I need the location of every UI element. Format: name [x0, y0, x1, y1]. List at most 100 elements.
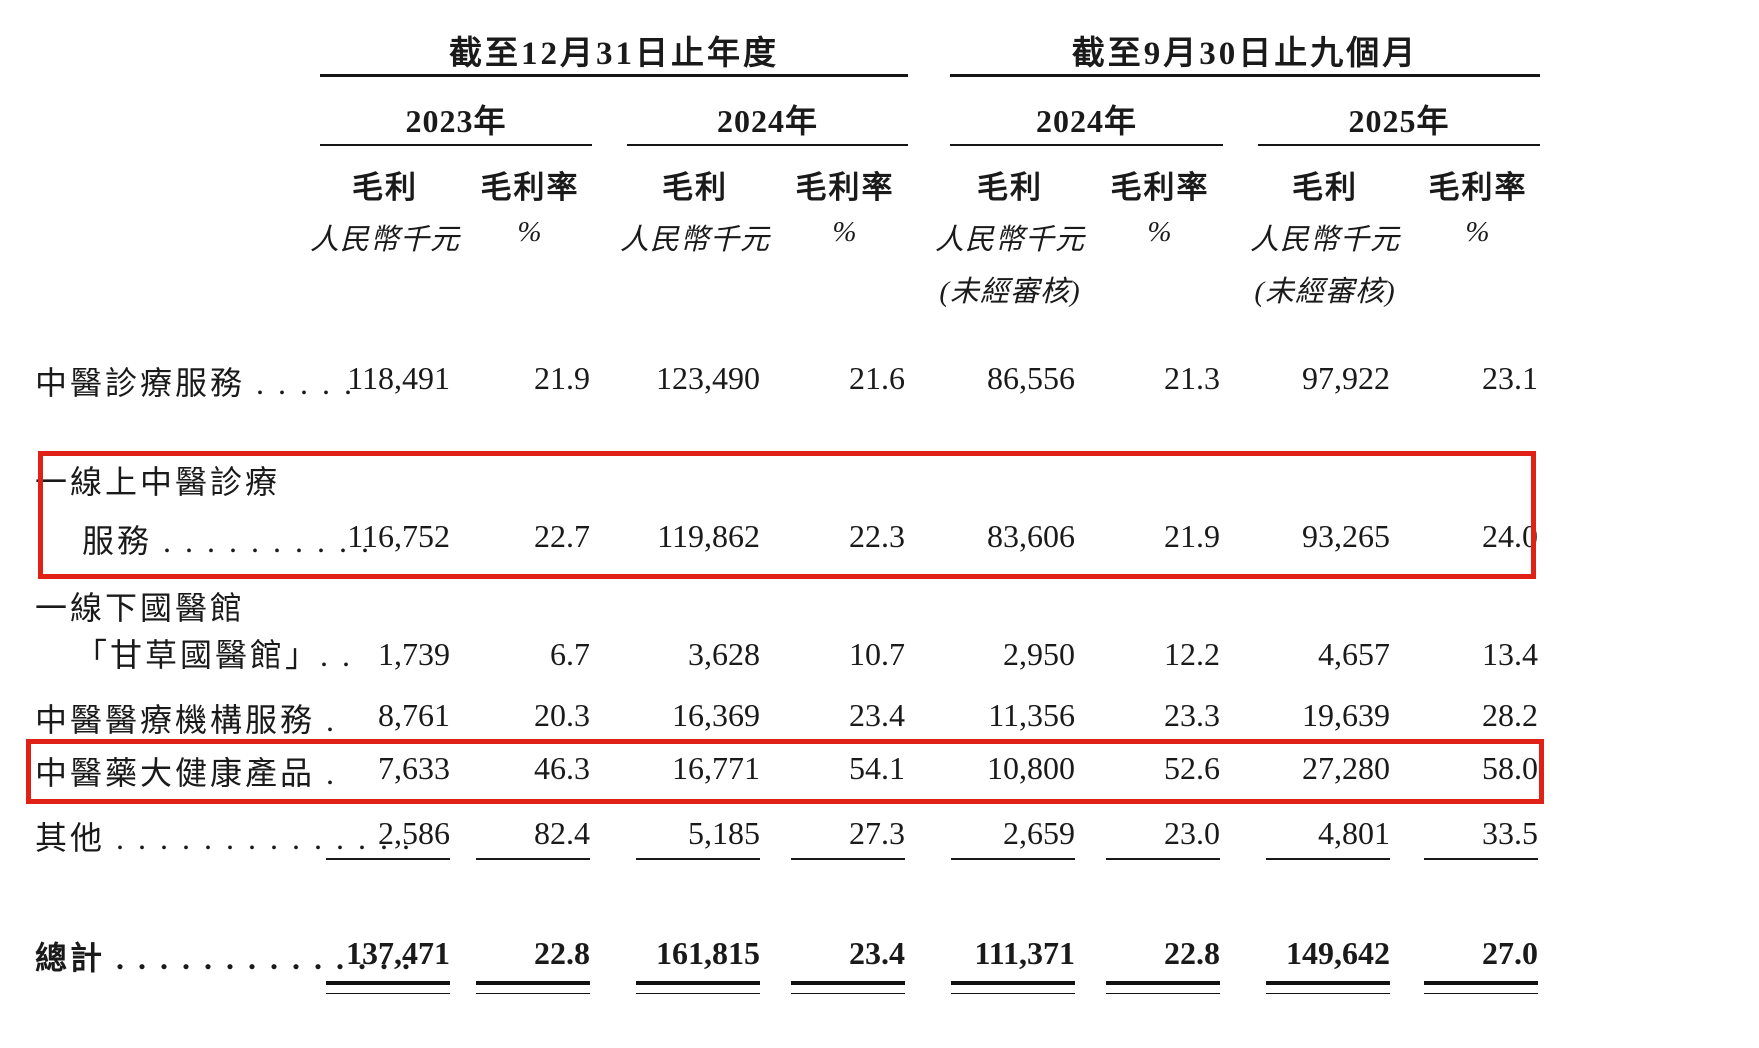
row-label-tcm-health-products: 中醫藥大健康產品 .: [35, 755, 338, 791]
total-double-rule: [1106, 993, 1220, 994]
cell-value: 19,639: [1302, 697, 1390, 733]
unit-label-rmb: 人民幣千元: [309, 224, 460, 256]
cell-value: 46.3: [534, 750, 590, 786]
unit-label-rmb: 人民幣千元: [934, 224, 1085, 256]
cell-value: 23.0: [1164, 815, 1220, 851]
cell-value: 21.9: [534, 360, 590, 396]
col-header-gross-profit: 毛利: [977, 170, 1043, 205]
column-underline: [951, 858, 1075, 860]
cell-value: 86,556: [987, 360, 1075, 396]
cell-value: 13.4: [1482, 636, 1538, 672]
column-underline: [636, 858, 760, 860]
period-header-nine-months: 截至9月30日止九個月: [1071, 36, 1419, 72]
col-header-gross-profit-margin: 毛利率: [795, 170, 895, 205]
row-label-total: 總計 . . . . . . . . . . . . . .: [35, 940, 414, 976]
total-value: 23.4: [849, 935, 905, 971]
total-double-rule: [951, 981, 1075, 985]
cell-value: 97,922: [1302, 360, 1390, 396]
total-double-rule: [1424, 993, 1538, 994]
cell-value: 3,628: [688, 636, 760, 672]
total-double-rule: [1106, 981, 1220, 985]
total-double-rule: [1266, 981, 1390, 985]
col-header-gross-profit-margin: 毛利率: [1428, 170, 1528, 205]
total-double-rule: [1266, 993, 1390, 994]
cell-value: 93,265: [1302, 518, 1390, 554]
cell-value: 23.4: [849, 697, 905, 733]
column-underline: [791, 858, 905, 860]
cell-value: 21.6: [849, 360, 905, 396]
year-rule: [627, 144, 908, 146]
row-label-online-tcm-services-line2: 服務 . . . . . . . . . .: [82, 523, 373, 559]
cell-value: 22.3: [849, 518, 905, 554]
total-double-rule: [326, 981, 450, 985]
cell-value: 16,369: [672, 697, 760, 733]
row-label-online-tcm-services-line1: 一線上中醫診療: [35, 464, 281, 500]
cell-value: 2,586: [378, 815, 450, 851]
period-header-annual: 截至12月31日止年度: [449, 36, 779, 72]
cell-value: 8,761: [378, 697, 450, 733]
cell-value: 54.1: [849, 750, 905, 786]
total-value: 22.8: [1164, 935, 1220, 971]
total-double-rule: [951, 993, 1075, 994]
total-double-rule: [636, 981, 760, 985]
cell-value: 5,185: [688, 815, 760, 851]
cell-value: 27.3: [849, 815, 905, 851]
cell-value: 1,739: [378, 636, 450, 672]
cell-value: 82.4: [534, 815, 590, 851]
total-value: 137,471: [346, 935, 450, 971]
row-label-offline-clinics-line2: 「甘草國醫館」. .: [75, 637, 354, 673]
total-double-rule: [1424, 981, 1538, 985]
col-header-gross-profit: 毛利: [352, 170, 418, 205]
unit-label-pct: %: [1465, 216, 1491, 248]
col-header-gross-profit: 毛利: [1292, 170, 1358, 205]
cell-value: 11,356: [988, 697, 1075, 733]
unaudited-note: (未經審核): [939, 276, 1081, 308]
cell-value: 4,801: [1318, 815, 1390, 851]
unit-label-rmb: 人民幣千元: [1249, 224, 1400, 256]
unit-label-pct: %: [1147, 216, 1173, 248]
cell-value: 27,280: [1302, 750, 1390, 786]
total-double-rule: [636, 993, 760, 994]
cell-value: 4,657: [1318, 636, 1390, 672]
year-header-2025-9m: 2025年: [1348, 103, 1450, 139]
cell-value: 22.7: [534, 518, 590, 554]
cell-value: 2,950: [1003, 636, 1075, 672]
col-header-gross-profit-margin: 毛利率: [1110, 170, 1210, 205]
unit-label-rmb: 人民幣千元: [619, 224, 770, 256]
cell-value: 20.3: [534, 697, 590, 733]
row-label-others: 其他 . . . . . . . . . . . . . .: [35, 820, 414, 856]
column-underline: [476, 858, 590, 860]
total-value: 149,642: [1286, 935, 1390, 971]
year-rule: [320, 144, 592, 146]
cell-value: 123,490: [656, 360, 760, 396]
cell-value: 116,752: [347, 518, 450, 554]
cell-value: 10,800: [987, 750, 1075, 786]
unaudited-note: (未經審核): [1254, 276, 1396, 308]
cell-value: 7,633: [378, 750, 450, 786]
cell-value: 33.5: [1482, 815, 1538, 851]
total-value: 27.0: [1482, 935, 1538, 971]
total-double-rule: [326, 993, 450, 994]
year-header-2023: 2023年: [405, 103, 507, 139]
cell-value: 83,606: [987, 518, 1075, 554]
cell-value: 21.9: [1164, 518, 1220, 554]
unit-label-pct: %: [517, 216, 543, 248]
total-value: 111,371: [974, 935, 1075, 971]
cell-value: 23.1: [1482, 360, 1538, 396]
row-label-tcm-diagnosis-services: 中醫診療服務 . . . . .: [35, 365, 356, 401]
total-double-rule: [791, 981, 905, 985]
cell-value: 23.3: [1164, 697, 1220, 733]
year-rule: [1258, 144, 1540, 146]
column-underline: [1106, 858, 1220, 860]
cell-value: 118,491: [347, 360, 450, 396]
row-label-tcm-institution-services: 中醫醫療機構服務 .: [35, 702, 338, 738]
column-underline: [326, 858, 450, 860]
unit-label-pct: %: [832, 216, 858, 248]
year-rule: [950, 144, 1223, 146]
cell-value: 119,862: [657, 518, 760, 554]
cell-value: 58.0: [1482, 750, 1538, 786]
total-double-rule: [476, 993, 590, 994]
cell-value: 12.2: [1164, 636, 1220, 672]
year-header-2024: 2024年: [716, 103, 818, 139]
